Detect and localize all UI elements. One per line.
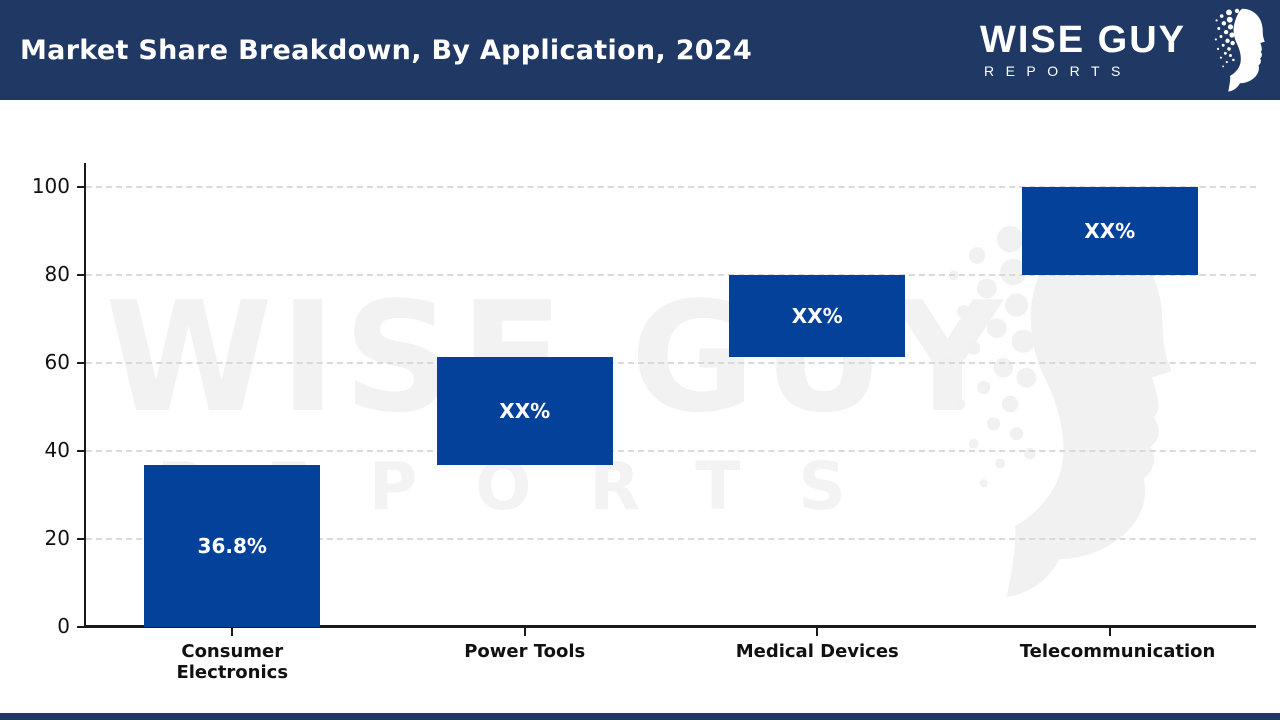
logo-wordmark: WISE GUY <box>979 19 1186 61</box>
bar-value-label: 36.8% <box>197 534 267 559</box>
gridline-80 <box>86 274 1256 276</box>
footer-bar <box>0 713 1280 720</box>
gridline-100 <box>86 186 1256 188</box>
bar-telecommunication: XX% <box>1021 187 1198 275</box>
x-axis-category-label: Consumer Electronics <box>176 641 289 684</box>
y-axis-tick-label: 60 <box>44 350 70 374</box>
y-axis-tick <box>77 186 86 188</box>
bar-medical-devices: XX% <box>729 275 906 357</box>
logo-subtitle: REPORTS <box>983 63 1132 79</box>
y-axis-tick-label: 80 <box>44 262 70 286</box>
logo-dotted-face-icon <box>1214 8 1265 92</box>
bar-value-label: XX% <box>791 303 843 328</box>
y-axis-tick-label: 40 <box>44 438 70 462</box>
y-axis-tick-label: 100 <box>31 174 70 198</box>
gridline-20 <box>86 538 1256 540</box>
y-axis-tick-label: 0 <box>57 614 70 638</box>
chart-area: WISE GUY REPORTS 0 20 40 60 80 100 36.8% Consum… <box>0 100 1280 713</box>
gridline-60 <box>86 362 1256 364</box>
x-axis-tick <box>816 628 819 636</box>
wise-guy-logo: WISE GUY REPORTS <box>980 8 1266 92</box>
bar-consumer-electronics: 36.8% <box>144 465 321 627</box>
y-axis-tick <box>77 626 86 628</box>
x-axis-line <box>84 625 1256 628</box>
x-axis-category-label: Medical Devices <box>735 641 899 662</box>
bar-value-label: XX% <box>499 398 551 423</box>
header: Market Share Breakdown, By Application, … <box>0 0 1280 100</box>
x-axis-tick <box>231 628 234 636</box>
page-title: Market Share Breakdown, By Application, … <box>20 34 753 66</box>
x-axis-category-label: Power Tools <box>464 641 586 662</box>
bar-value-label: XX% <box>1084 219 1136 243</box>
bar-power-tools: XX% <box>436 356 613 466</box>
logo-text: WISE GUY REPORTS <box>980 21 1186 79</box>
y-axis-tick <box>77 450 86 452</box>
gridline-40 <box>86 450 1256 452</box>
x-axis-tick <box>1108 628 1111 636</box>
y-axis-tick <box>77 274 86 276</box>
y-axis-line <box>84 163 86 628</box>
x-axis-tick <box>523 628 526 636</box>
y-axis-tick-label: 20 <box>44 526 70 550</box>
y-axis-tick <box>77 538 86 540</box>
x-axis-category-label: Telecommunication <box>1019 641 1216 662</box>
y-axis-tick <box>77 362 86 364</box>
